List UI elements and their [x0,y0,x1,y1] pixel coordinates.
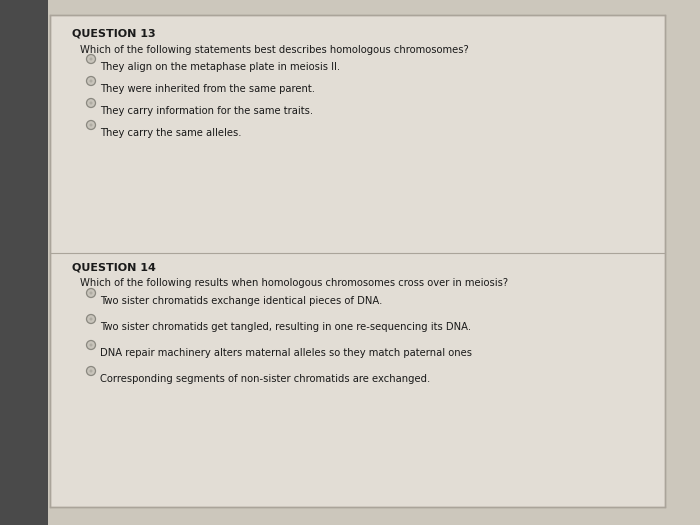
Circle shape [87,314,95,323]
Circle shape [87,366,95,375]
Circle shape [87,99,95,108]
Text: Two sister chromatids get tangled, resulting in one re-sequencing its DNA.: Two sister chromatids get tangled, resul… [100,322,471,332]
Text: They carry the same alleles.: They carry the same alleles. [100,128,241,138]
Circle shape [90,123,92,127]
Text: Corresponding segments of non-sister chromatids are exchanged.: Corresponding segments of non-sister chr… [100,374,430,384]
Text: They align on the metaphase plate in meiosis II.: They align on the metaphase plate in mei… [100,62,340,72]
Circle shape [90,291,92,295]
Circle shape [90,58,92,60]
Circle shape [90,101,92,104]
Circle shape [87,77,95,86]
Circle shape [90,318,92,320]
Text: They were inherited from the same parent.: They were inherited from the same parent… [100,84,315,94]
Circle shape [90,343,92,346]
Text: DNA repair machinery alters maternal alleles so they match paternal ones: DNA repair machinery alters maternal all… [100,348,472,358]
Circle shape [90,370,92,373]
Text: Two sister chromatids exchange identical pieces of DNA.: Two sister chromatids exchange identical… [100,296,382,306]
Text: QUESTION 13: QUESTION 13 [72,28,155,38]
Text: Which of the following statements best describes homologous chromosomes?: Which of the following statements best d… [80,45,469,55]
Circle shape [87,55,95,64]
Text: QUESTION 14: QUESTION 14 [72,262,156,272]
Text: They carry information for the same traits.: They carry information for the same trai… [100,106,313,116]
Circle shape [90,79,92,82]
Circle shape [87,121,95,130]
Circle shape [87,341,95,350]
Circle shape [87,289,95,298]
FancyBboxPatch shape [50,15,665,507]
Bar [0,0,48,525]
Text: Which of the following results when homologous chromosomes cross over in meiosis: Which of the following results when homo… [80,278,508,288]
